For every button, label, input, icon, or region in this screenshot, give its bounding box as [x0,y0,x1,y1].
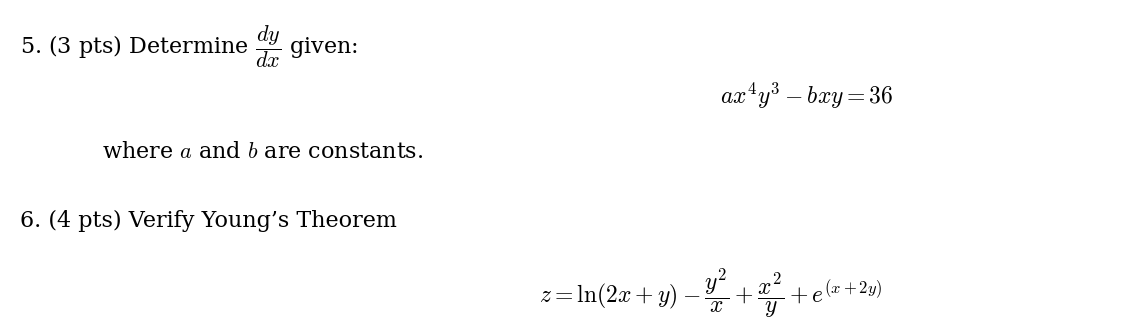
Text: 5. (3 pts) Determine $\dfrac{dy}{dx}$ given:: 5. (3 pts) Determine $\dfrac{dy}{dx}$ gi… [20,23,358,69]
Text: $z = \ln(2x + y) - \dfrac{y^2}{x} + \dfrac{x^2}{y} + e^{(x+2y)}$: $z = \ln(2x + y) - \dfrac{y^2}{x} + \dfr… [539,266,881,320]
Text: where $a$ and $b$ are constants.: where $a$ and $b$ are constants. [102,141,423,162]
Text: 6. (4 pts) Verify Young’s Theorem: 6. (4 pts) Verify Young’s Theorem [20,210,397,232]
Text: $ax^4y^3 - bxy = 36$: $ax^4y^3 - bxy = 36$ [720,81,894,111]
